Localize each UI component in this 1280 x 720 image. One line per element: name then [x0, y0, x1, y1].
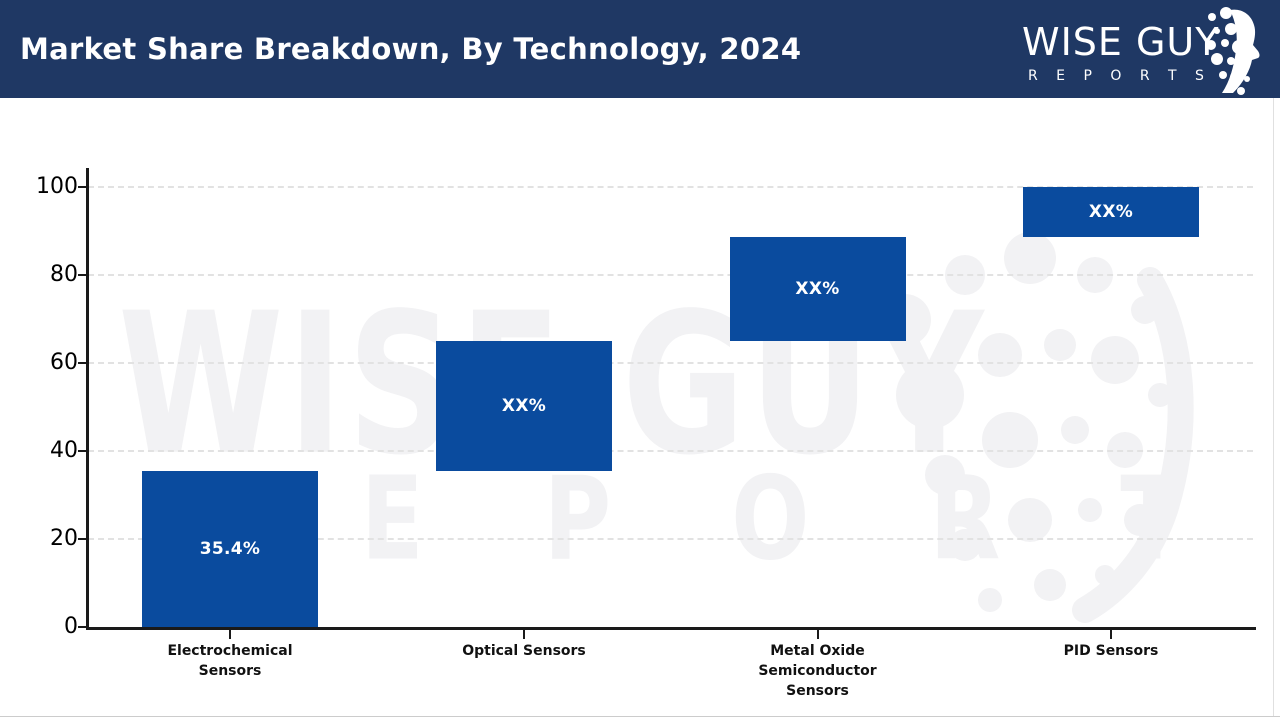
- wiseguy-reports-logo: WISE GUY R E P O R T S: [1022, 7, 1260, 95]
- logo-text-line1: WISE GUY: [1022, 20, 1219, 64]
- card-bottom-border: [0, 716, 1280, 717]
- y-tick-label-60: 60: [50, 350, 78, 375]
- page-title: Market Share Breakdown, By Technology, 2…: [20, 32, 802, 66]
- bar-pid-sensors: XX%: [1023, 187, 1199, 238]
- bar-value-label-optical-sensors: XX%: [501, 396, 547, 417]
- y-tick-label-40: 40: [50, 438, 78, 463]
- x-axis-spine: [86, 627, 1256, 630]
- y-tick-40: [78, 450, 87, 452]
- y-tick-0: [78, 626, 87, 628]
- y-tick-label-80: 80: [50, 262, 78, 287]
- y-tick-80: [78, 274, 87, 276]
- y-axis-spine: [86, 168, 89, 630]
- x-tick-electrochemical-sensors: [229, 630, 231, 639]
- y-tick-label-0: 0: [64, 614, 78, 639]
- x-category-label-pid-sensors: PID Sensors: [1063, 643, 1159, 659]
- y-tick-20: [78, 538, 87, 540]
- bar-electrochemical-sensors: 35.4%: [142, 471, 318, 627]
- gridline-100: [88, 186, 1253, 188]
- x-tick-optical-sensors: [523, 630, 525, 639]
- bar-value-label-pid-sensors: XX%: [1088, 202, 1134, 223]
- y-tick-label-100: 100: [36, 174, 78, 199]
- gridline-80: [88, 274, 1253, 276]
- bar-optical-sensors: XX%: [436, 341, 612, 472]
- x-category-label-optical-sensors: Optical Sensors: [462, 643, 586, 659]
- y-tick-100: [78, 186, 87, 188]
- bar-metal-oxide-semiconductor-sensors: XX%: [729, 237, 906, 341]
- card-right-border: [1273, 98, 1274, 716]
- bar-value-label-metal-oxide-semiconductor-sensors: XX%: [795, 279, 840, 300]
- y-tick-label-20: 20: [50, 526, 78, 551]
- wiseguy-head-icon: [1206, 7, 1260, 95]
- gridline-60: [88, 362, 1253, 364]
- gridline-20: [88, 538, 1253, 540]
- x-category-label-electrochemical-sensors: Electrochemical Sensors: [167, 643, 293, 679]
- header-bar: Market Share Breakdown, By Technology, 2…: [0, 0, 1280, 98]
- bar-value-label-electrochemical-sensors: 35.4%: [199, 539, 261, 560]
- gridline-40: [88, 450, 1253, 452]
- y-tick-60: [78, 362, 87, 364]
- x-tick-metal-oxide-semiconductor-sensors: [816, 630, 819, 639]
- x-category-label-metal-oxide-semiconductor-sensors: Metal Oxide Semiconductor Sensors: [758, 643, 877, 699]
- x-tick-pid-sensors: [1110, 630, 1112, 639]
- logo-text-line2: R E P O R T S: [1028, 68, 1211, 84]
